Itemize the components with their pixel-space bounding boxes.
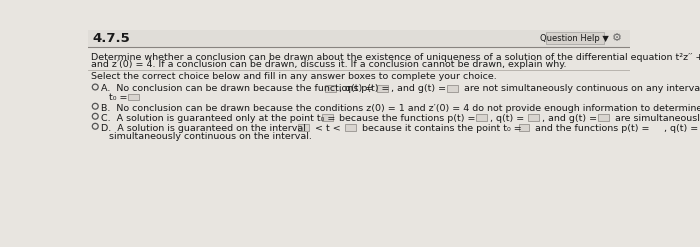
Text: because the functions p(t) =: because the functions p(t) =: [336, 114, 478, 123]
Text: are not simultaneously continuous on any interval that contains the point: are not simultaneously continuous on any…: [461, 84, 700, 93]
Text: , q(t) =: , q(t) =: [491, 114, 528, 123]
Text: and the functions p(t) =: and the functions p(t) =: [533, 124, 653, 133]
Text: 4.7.5: 4.7.5: [92, 32, 130, 45]
Text: B.  No conclusion can be drawn because the conditions z(0) = 1 and z′(0) = 4 do : B. No conclusion can be drawn because th…: [102, 103, 700, 113]
Bar: [545, 32, 603, 44]
Text: D.  A solution is guaranteed on the interval: D. A solution is guaranteed on the inter…: [102, 124, 309, 133]
Text: are simultaneously defined at that point.: are simultaneously defined at that point…: [612, 114, 700, 123]
Text: Determine whether a conclusion can be drawn about the existence of uniqueness of: Determine whether a conclusion can be dr…: [92, 53, 700, 62]
Text: t₀ =: t₀ =: [109, 93, 131, 102]
Text: and z′(0) = 4. If a conclusion can be drawn, discuss it. If a conclusion cannot : and z′(0) = 4. If a conclusion can be dr…: [92, 61, 567, 69]
Bar: [345, 124, 356, 131]
Text: , and g(t) =: , and g(t) =: [391, 84, 449, 93]
Text: because it contains the point t₀ =: because it contains the point t₀ =: [359, 124, 525, 133]
Text: Question Help ▼: Question Help ▼: [540, 34, 608, 43]
Bar: [326, 85, 336, 92]
Bar: [650, 124, 661, 131]
Text: ⚙: ⚙: [612, 33, 622, 43]
Text: , q(t) =: , q(t) =: [664, 124, 700, 133]
Bar: [128, 94, 139, 101]
Text: simultaneously continuous on the interval.: simultaneously continuous on the interva…: [109, 132, 312, 141]
Text: < t <: < t <: [312, 124, 344, 133]
Bar: [447, 85, 458, 92]
Text: , q(t) =: , q(t) =: [340, 84, 377, 93]
Text: Select the correct choice below and fill in any answer boxes to complete your ch: Select the correct choice below and fill…: [92, 72, 497, 81]
Bar: [477, 114, 487, 121]
Text: A.  No conclusion can be drawn because the functions p(t) =: A. No conclusion can be drawn because th…: [102, 84, 393, 93]
Text: C.  A solution is guaranteed only at the point t₀ =: C. A solution is guaranteed only at the …: [102, 114, 339, 123]
Bar: [88, 30, 630, 47]
Bar: [298, 124, 309, 131]
Bar: [528, 114, 539, 121]
Bar: [377, 85, 388, 92]
Bar: [598, 114, 609, 121]
Text: , and g(t) =: , and g(t) =: [542, 114, 600, 123]
Bar: [519, 124, 529, 131]
Bar: [322, 114, 332, 121]
